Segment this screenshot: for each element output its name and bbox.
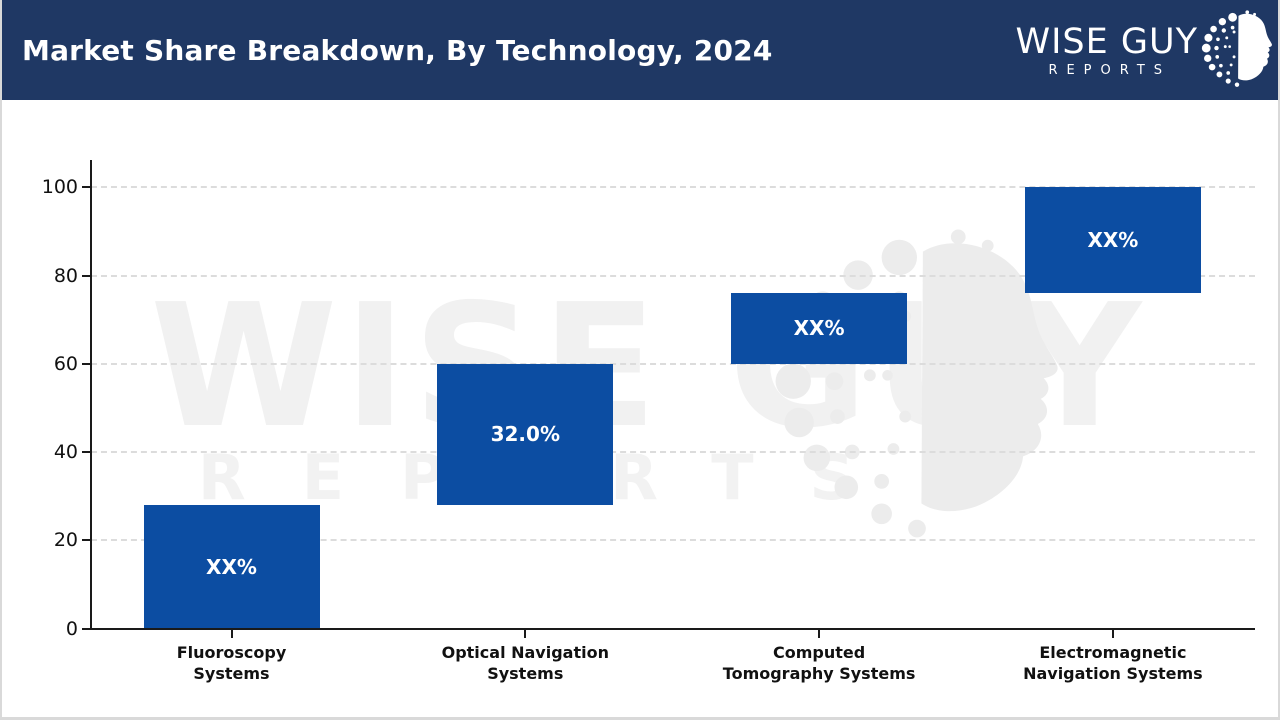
category-label-line: Systems bbox=[193, 664, 270, 683]
category-label-line: Electromagnetic bbox=[1039, 643, 1187, 662]
bar-segment bbox=[437, 363, 614, 505]
y-tick-20 bbox=[82, 539, 90, 542]
bar-segment bbox=[1024, 187, 1201, 294]
chart-title: Market Share Breakdown, By Technology, 2… bbox=[22, 33, 773, 67]
y-tick-40 bbox=[82, 451, 90, 454]
y-tick-label-20: 20 bbox=[53, 529, 78, 552]
y-tick-label-60: 60 bbox=[53, 352, 78, 375]
y-tick-label-40: 40 bbox=[53, 441, 78, 464]
y-tick-80 bbox=[82, 274, 90, 277]
brand-logo: WISE GUY REPORTS bbox=[1015, 6, 1274, 96]
category-label: Fluoroscopy Systems bbox=[82, 642, 382, 684]
category-label-line: Optical Navigation bbox=[441, 643, 609, 662]
logo-wordmark: WISE GUY bbox=[1015, 22, 1198, 62]
y-tick-100 bbox=[82, 186, 90, 189]
y-tick-0 bbox=[82, 627, 90, 630]
bar-segment bbox=[143, 504, 320, 629]
y-tick-label-100: 100 bbox=[41, 176, 78, 199]
logo-subtext: REPORTS bbox=[1048, 63, 1172, 78]
category-label: Optical Navigation Systems bbox=[375, 642, 675, 684]
x-tick bbox=[818, 630, 821, 638]
category-label-line: Tomography Systems bbox=[722, 664, 916, 683]
category-label-line: Fluoroscopy bbox=[176, 643, 287, 662]
gridline-20 bbox=[91, 539, 1255, 542]
x-tick bbox=[1111, 630, 1114, 638]
category-label: Computed Tomography Systems bbox=[669, 642, 969, 684]
gridline-40 bbox=[91, 451, 1255, 454]
x-axis-line bbox=[90, 628, 1255, 630]
x-tick bbox=[524, 630, 527, 638]
bar-segment bbox=[731, 293, 908, 364]
bar-value-label: XX% bbox=[793, 316, 845, 341]
header-bar: Market Share Breakdown, By Technology, 2… bbox=[2, 0, 1278, 100]
category-label: Electromagnetic Navigation Systems bbox=[963, 642, 1263, 684]
logo-text: WISE GUY REPORTS bbox=[1015, 22, 1198, 80]
gridline-80 bbox=[91, 274, 1255, 277]
y-axis-line bbox=[90, 160, 92, 630]
x-tick bbox=[230, 630, 233, 638]
logo-face-icon bbox=[1201, 10, 1272, 87]
category-label-line: Navigation Systems bbox=[1023, 664, 1203, 683]
y-tick-60 bbox=[82, 362, 90, 365]
y-tick-label-0: 0 bbox=[65, 617, 78, 640]
gridline-60 bbox=[91, 362, 1255, 365]
category-label-line: Computed bbox=[772, 643, 866, 662]
bar-value-label: XX% bbox=[1087, 228, 1139, 253]
gridline-100 bbox=[91, 186, 1255, 189]
y-tick-label-80: 80 bbox=[53, 264, 78, 287]
bar-value-label: XX% bbox=[206, 554, 257, 579]
bar-value-label: 32.0% bbox=[490, 422, 560, 447]
category-label-line: Systems bbox=[487, 664, 564, 683]
